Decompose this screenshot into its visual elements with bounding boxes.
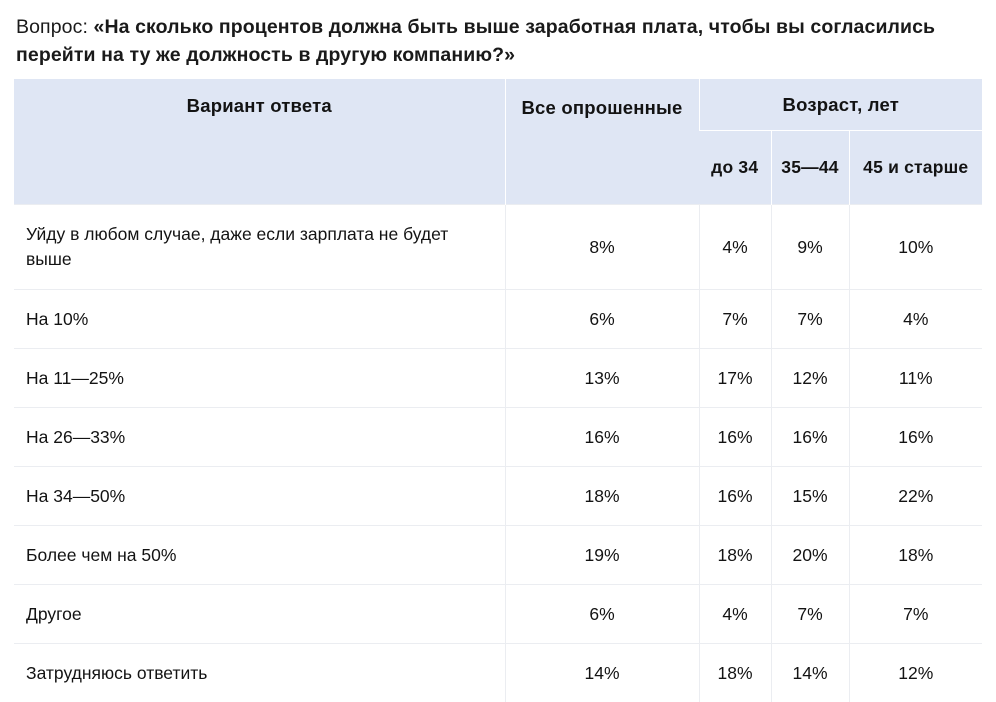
cell-answer: Уйду в любом случае, даже если зарплата … bbox=[14, 205, 505, 290]
cell-age-35-44: 7% bbox=[771, 585, 849, 644]
cell-all: 18% bbox=[505, 467, 699, 526]
cell-answer: Затрудняюсь ответить bbox=[14, 644, 505, 702]
cell-age-under-34: 18% bbox=[699, 644, 771, 702]
column-header-age-group: Возраст, лет bbox=[699, 79, 982, 131]
table-row: На 34—50% 18% 16% 15% 22% bbox=[14, 467, 982, 526]
cell-answer: На 10% bbox=[14, 290, 505, 349]
cell-age-35-44: 9% bbox=[771, 205, 849, 290]
cell-age-under-34: 4% bbox=[699, 585, 771, 644]
table-row: На 10% 6% 7% 7% 4% bbox=[14, 290, 982, 349]
cell-age-under-34: 16% bbox=[699, 408, 771, 467]
column-header-age-35-44: 35—44 bbox=[771, 131, 849, 205]
table-row: Другое 6% 4% 7% 7% bbox=[14, 585, 982, 644]
cell-age-45-plus: 11% bbox=[849, 349, 982, 408]
table-row: На 26—33% 16% 16% 16% 16% bbox=[14, 408, 982, 467]
cell-answer: На 26—33% bbox=[14, 408, 505, 467]
cell-all: 13% bbox=[505, 349, 699, 408]
cell-age-45-plus: 22% bbox=[849, 467, 982, 526]
cell-age-45-plus: 7% bbox=[849, 585, 982, 644]
table-row: На 11—25% 13% 17% 12% 11% bbox=[14, 349, 982, 408]
page-title: Вопрос: «На сколько процентов должна быт… bbox=[0, 0, 996, 69]
title-question: «На сколько процентов должна быть выше з… bbox=[16, 16, 935, 66]
cell-age-35-44: 15% bbox=[771, 467, 849, 526]
cell-age-45-plus: 16% bbox=[849, 408, 982, 467]
cell-all: 6% bbox=[505, 290, 699, 349]
cell-age-under-34: 4% bbox=[699, 205, 771, 290]
cell-age-35-44: 7% bbox=[771, 290, 849, 349]
cell-age-35-44: 16% bbox=[771, 408, 849, 467]
column-header-answer: Вариант ответа bbox=[14, 79, 505, 205]
poll-table-wrapper: Вариант ответа Все опрошенные Возраст, л… bbox=[14, 79, 982, 702]
cell-answer: Более чем на 50% bbox=[14, 526, 505, 585]
cell-age-under-34: 17% bbox=[699, 349, 771, 408]
cell-age-35-44: 20% bbox=[771, 526, 849, 585]
cell-age-under-34: 16% bbox=[699, 467, 771, 526]
cell-age-under-34: 18% bbox=[699, 526, 771, 585]
cell-age-under-34: 7% bbox=[699, 290, 771, 349]
cell-age-45-plus: 12% bbox=[849, 644, 982, 702]
table-body: Уйду в любом случае, даже если зарплата … bbox=[14, 205, 982, 702]
cell-age-35-44: 14% bbox=[771, 644, 849, 702]
cell-answer: Другое bbox=[14, 585, 505, 644]
cell-all: 19% bbox=[505, 526, 699, 585]
column-header-age-under-34: до 34 bbox=[699, 131, 771, 205]
poll-results-table: Вариант ответа Все опрошенные Возраст, л… bbox=[14, 79, 982, 702]
column-header-age-45-plus: 45 и старше bbox=[849, 131, 982, 205]
cell-age-35-44: 12% bbox=[771, 349, 849, 408]
column-header-all-respondents: Все опрошенные bbox=[505, 79, 699, 205]
cell-all: 14% bbox=[505, 644, 699, 702]
table-row: Уйду в любом случае, даже если зарплата … bbox=[14, 205, 982, 290]
table-header: Вариант ответа Все опрошенные Возраст, л… bbox=[14, 79, 982, 205]
cell-all: 16% bbox=[505, 408, 699, 467]
table-row: Более чем на 50% 19% 18% 20% 18% bbox=[14, 526, 982, 585]
table-header-row-primary: Вариант ответа Все опрошенные Возраст, л… bbox=[14, 79, 982, 131]
title-prefix: Вопрос: bbox=[16, 16, 94, 38]
cell-all: 8% bbox=[505, 205, 699, 290]
cell-age-45-plus: 18% bbox=[849, 526, 982, 585]
cell-age-45-plus: 4% bbox=[849, 290, 982, 349]
cell-all: 6% bbox=[505, 585, 699, 644]
cell-age-45-plus: 10% bbox=[849, 205, 982, 290]
cell-answer: На 34—50% bbox=[14, 467, 505, 526]
poll-results-page: Вопрос: «На сколько процентов должна быт… bbox=[0, 0, 996, 628]
table-row: Затрудняюсь ответить 14% 18% 14% 12% bbox=[14, 644, 982, 702]
cell-answer: На 11—25% bbox=[14, 349, 505, 408]
